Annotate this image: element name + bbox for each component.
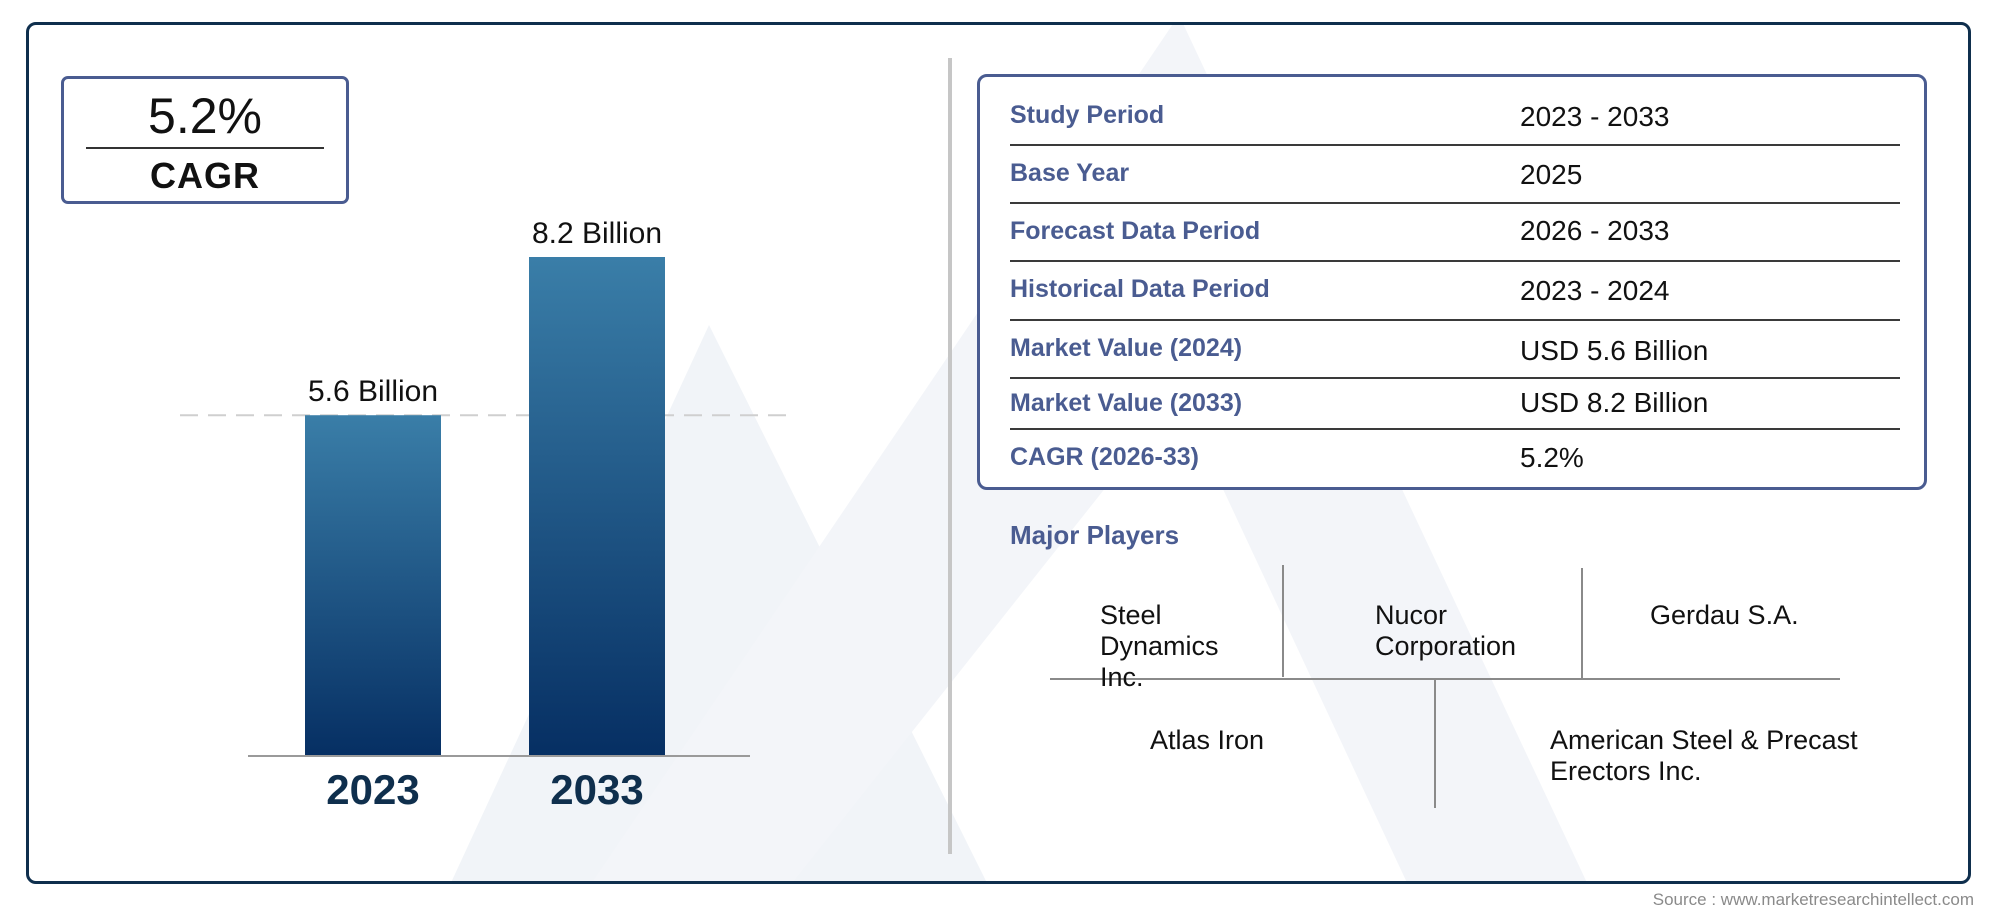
info-row: Forecast Data Period 2026 - 2033 <box>1010 204 1900 262</box>
player-name: American Steel & Precast Erectors Inc. <box>1550 725 1858 786</box>
info-label: Market Value (2024) <box>1010 334 1243 362</box>
info-value: 2026 - 2033 <box>1520 215 1670 246</box>
players-grid-line <box>1434 680 1436 808</box>
info-label: Study Period <box>1010 101 1165 129</box>
info-value: USD 8.2 Billion <box>1520 387 1709 418</box>
major-players-title: Major Players <box>1010 520 1180 550</box>
player-name: Atlas Iron <box>1150 725 1265 755</box>
players-grid-line <box>1050 678 1840 680</box>
players-grid-line <box>1282 565 1284 677</box>
info-value: USD 5.6 Billion <box>1520 335 1709 366</box>
source-note: Source : www.marketresearchintellect.com <box>1652 890 1974 909</box>
x-tick-label: 2023 <box>326 766 419 813</box>
data-label: 5.6 Billion <box>308 375 438 408</box>
market-info-table: Study Period 2023 - 2033 Base Year 2025 … <box>977 74 1927 490</box>
info-value: 2023 - 2024 <box>1520 275 1670 306</box>
bar-chart: 5.6 Billion 2023 8.2 Billion 2033 <box>180 217 790 813</box>
info-row: Market Value (2024) USD 5.6 Billion <box>1010 321 1900 379</box>
info-value: 5.2% <box>1520 442 1584 473</box>
info-row: Study Period 2023 - 2033 <box>1010 87 1900 146</box>
cagr-value: 5.2% <box>148 88 262 144</box>
info-label: Base Year <box>1010 159 1130 187</box>
info-row: Historical Data Period 2023 - 2024 <box>1010 262 1900 321</box>
player-name: Nucor Corporation <box>1375 600 1517 661</box>
players-grid-line <box>1581 568 1583 678</box>
x-tick-label: 2033 <box>550 766 643 813</box>
cagr-label: CAGR <box>150 155 260 196</box>
cagr-divider <box>86 147 324 149</box>
bar-2023 <box>305 415 441 756</box>
player-name: Steel Dynamics Inc. <box>1100 600 1219 692</box>
cagr-box: 5.2% CAGR <box>61 76 349 204</box>
bar-2033 <box>529 257 665 756</box>
info-label: CAGR (2026-33) <box>1010 443 1199 471</box>
info-value: 2023 - 2033 <box>1520 101 1670 132</box>
info-row: Market Value (2033) USD 8.2 Billion <box>1010 379 1900 430</box>
info-row: Base Year 2025 <box>1010 146 1900 204</box>
info-row: CAGR (2026-33) 5.2% <box>1010 430 1900 486</box>
info-label: Forecast Data Period <box>1010 217 1261 245</box>
info-label: Market Value (2033) <box>1010 389 1243 417</box>
vertical-divider <box>948 58 952 854</box>
info-value: 2025 <box>1520 159 1583 190</box>
data-label: 8.2 Billion <box>532 217 662 250</box>
info-label: Historical Data Period <box>1010 275 1270 303</box>
player-name: Gerdau S.A. <box>1650 600 1799 630</box>
